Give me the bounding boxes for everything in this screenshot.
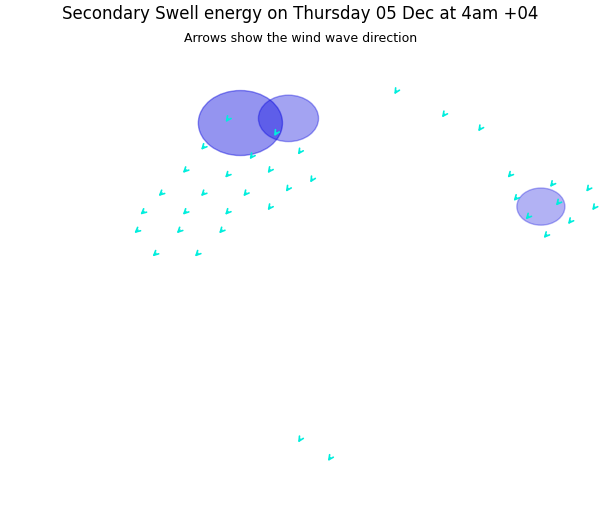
- Circle shape: [258, 95, 319, 142]
- Text: Arrows show the wind wave direction: Arrows show the wind wave direction: [184, 31, 417, 45]
- Circle shape: [198, 90, 282, 155]
- Text: Secondary Swell energy on Thursday 05 Dec at 4am +04: Secondary Swell energy on Thursday 05 De…: [63, 5, 538, 23]
- Circle shape: [517, 188, 565, 225]
